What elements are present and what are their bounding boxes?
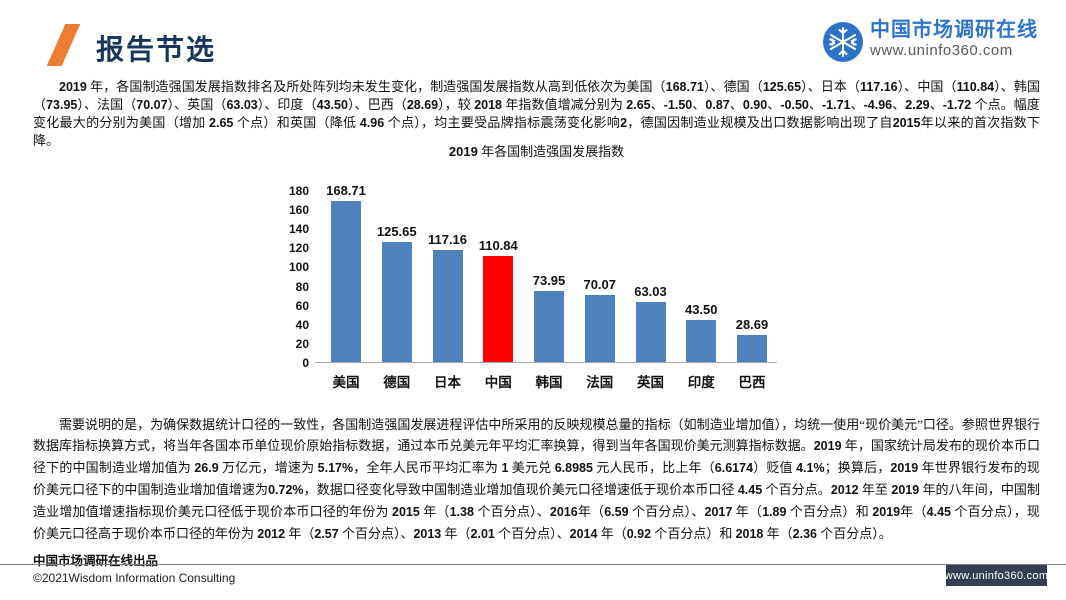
bar-value-label: 117.16 <box>427 232 468 248</box>
chart-y-axis: 0 20 40 60 80 100 120 140 160 180 <box>283 184 315 370</box>
bar-category-label: 巴西 <box>738 375 766 390</box>
bar-chart: 0 20 40 60 80 100 120 140 160 180 168.71 美国 125.65 德… <box>283 183 777 390</box>
y-tick-label: 160 <box>288 203 309 218</box>
footer-site-badge[interactable]: www.uninfo360.com <box>945 565 1048 586</box>
y-tick-label: 40 <box>295 317 309 332</box>
logo-url: www.uninfo360.com <box>870 42 1013 59</box>
bar-group-美国: 168.71 美国 <box>326 183 366 390</box>
bar-group-韩国: 73.95 韩国 <box>533 273 566 390</box>
bar-value-label: 168.71 <box>326 182 366 198</box>
bar-value-label: 125.65 <box>376 223 417 239</box>
bar-group-英国: 63.03 英国 <box>634 284 667 390</box>
y-tick-label: 60 <box>295 298 309 313</box>
footer-divider <box>0 564 1066 565</box>
bar-日本 <box>432 250 463 362</box>
y-tick-label: 80 <box>295 279 309 294</box>
bar-category-label: 美国 <box>332 375 360 390</box>
bar-value-label: 110.84 <box>478 238 518 254</box>
bar-group-日本: 117.16 日本 <box>428 232 467 390</box>
bar-法国 <box>584 295 615 362</box>
bar-value-label: 43.50 <box>684 302 718 318</box>
bar-category-label: 法国 <box>586 375 614 390</box>
bar-category-label: 日本 <box>434 375 461 390</box>
bar-value-label: 70.07 <box>583 277 617 293</box>
footer-copyright: ©2021Wisdom Information Consulting <box>33 571 236 585</box>
bar-category-label: 中国 <box>484 375 512 390</box>
chart-title: 2019 年各国制造强国发展指数 <box>448 144 625 159</box>
bar-group-巴西: 28.69 巴西 <box>736 317 769 390</box>
paragraph-methodology-note: 需要说明的是，为确保数据统计口径的一致性，各国制造强国发展进程评估中所采用的反映… <box>33 417 1040 541</box>
bar-美国 <box>331 200 361 362</box>
bar-value-label: 63.03 <box>634 283 667 299</box>
bar-group-中国: 110.84 中国 <box>479 238 518 390</box>
bar-category-label: 英国 <box>637 375 664 390</box>
logo-name: 中国市场调研在线 <box>870 19 1038 41</box>
bar-韩国 <box>534 291 564 362</box>
bar-value-label: 28.69 <box>735 316 769 332</box>
bar-category-label: 印度 <box>687 375 715 390</box>
bar-category-label: 德国 <box>383 375 411 390</box>
y-tick-label: 180 <box>288 184 309 198</box>
bar-group-法国: 70.07 法国 <box>583 277 616 390</box>
y-tick-label: 0 <box>302 356 309 370</box>
bar-group-德国: 125.65 德国 <box>377 224 417 390</box>
bar-category-label: 韩国 <box>535 375 563 390</box>
accent-slash-icon <box>46 24 81 66</box>
y-tick-label: 120 <box>288 241 309 256</box>
snowflake-icon <box>823 22 863 62</box>
logo-block[interactable]: 中国市场调研在线 www.uninfo360.com <box>823 20 1038 62</box>
bar-中国 <box>483 256 514 362</box>
bar-group-印度: 43.50 印度 <box>685 302 718 390</box>
bar-巴西 <box>737 334 767 362</box>
paragraph-index-summary: 2019 年，各国制造强国发展指数排名及所处阵列均未发生变化，制造强国发展指数从… <box>33 79 1040 148</box>
bar-英国 <box>635 301 666 362</box>
chart-bars: 168.71 美国 125.65 德国 117.16 日本 110.84 中国 73.95 韩国 7… <box>315 183 777 390</box>
page-title: 报告节选 <box>96 34 217 65</box>
y-tick-label: 140 <box>288 222 309 237</box>
bar-印度 <box>686 320 717 362</box>
bar-value-label: 73.95 <box>532 273 566 289</box>
logo-text: 中国市场调研在线 www.uninfo360.com <box>870 20 1038 59</box>
y-tick-label: 20 <box>295 336 309 351</box>
footer-produced-by: 中国市场调研在线出品 <box>33 554 159 568</box>
bar-德国 <box>381 241 412 362</box>
y-tick-label: 100 <box>288 260 309 275</box>
